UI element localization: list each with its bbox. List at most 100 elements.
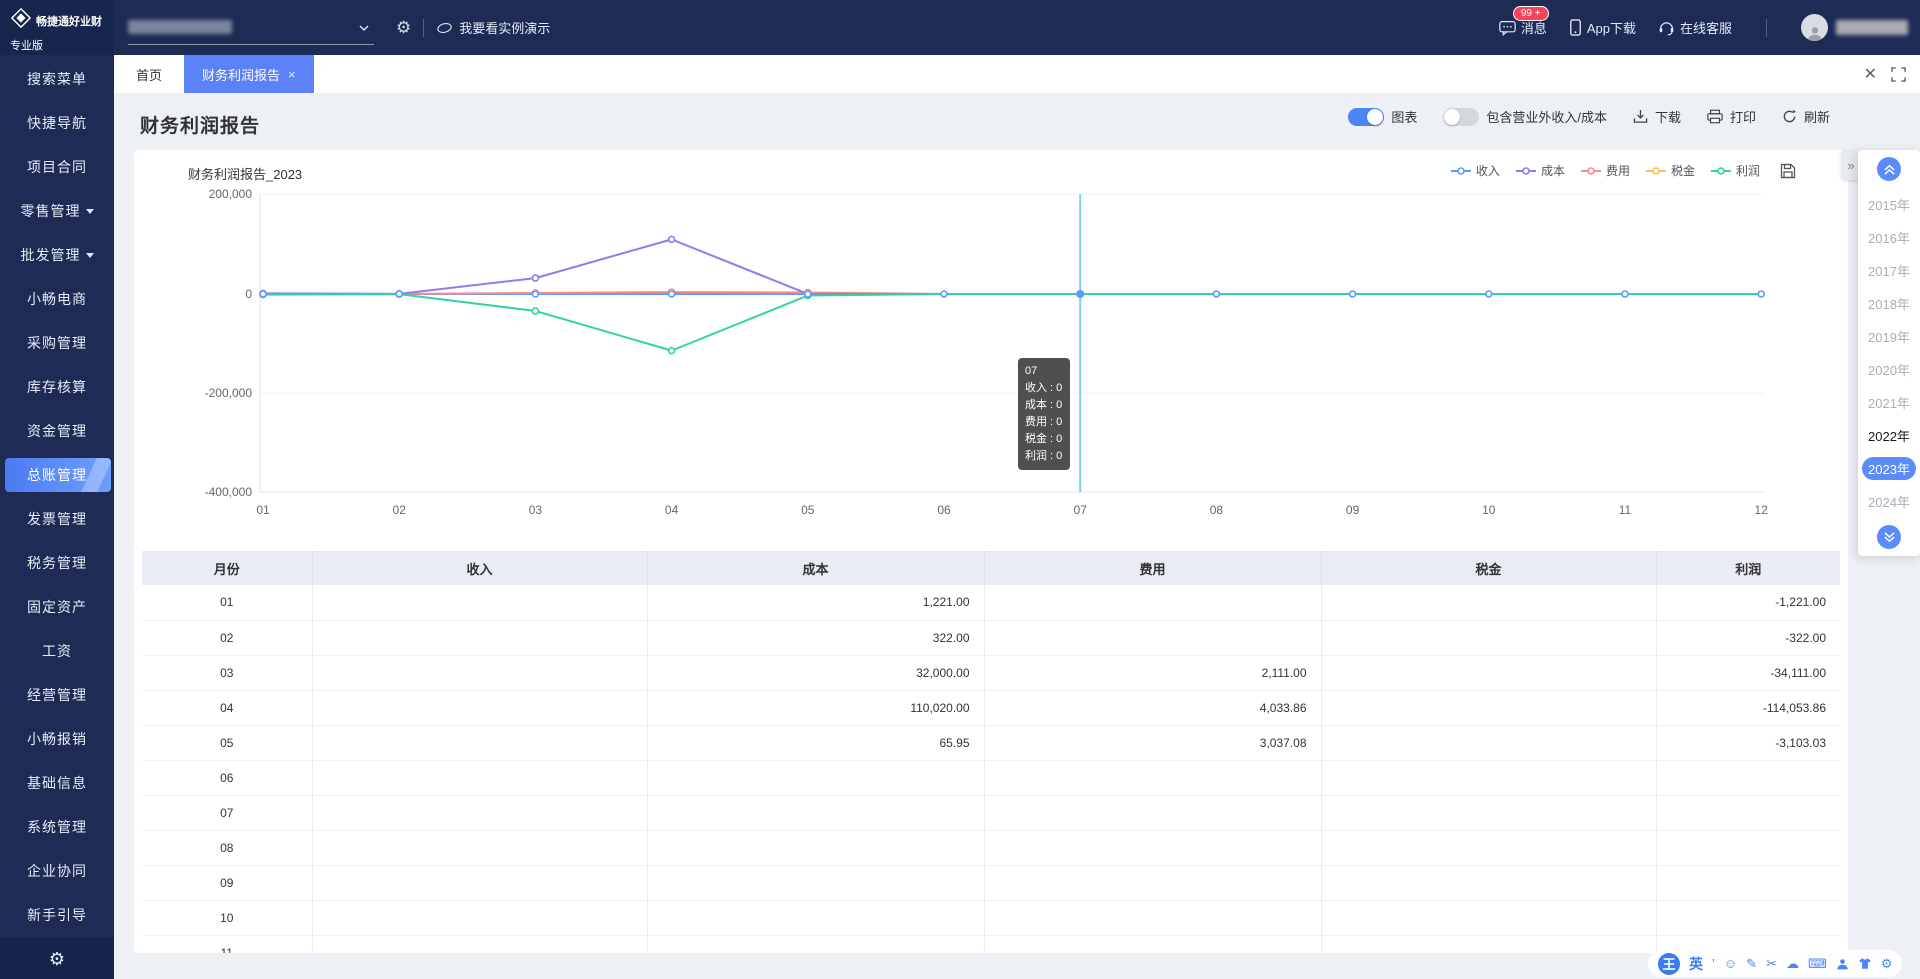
table-row-09[interactable]: 09 — [142, 865, 1840, 901]
ime-language-mode[interactable]: 英 — [1689, 955, 1703, 972]
svg-text:10: 10 — [1482, 503, 1496, 517]
sidebar-item-8[interactable]: 资金管理 — [0, 409, 114, 453]
sidebar-item-18[interactable]: 企业协同 — [0, 849, 114, 893]
ime-logo[interactable]: 王 — [1658, 952, 1680, 975]
legend-item-0[interactable]: 收入 — [1450, 162, 1500, 179]
ime-clipboard-scissors-icon[interactable]: ✂ — [1766, 955, 1777, 971]
table-row-07[interactable]: 07 — [142, 795, 1840, 831]
year-item-2018[interactable]: 2018年 — [1858, 288, 1920, 318]
legend-item-1[interactable]: 成本 — [1515, 162, 1565, 179]
ime-settings-icon[interactable]: ⚙ — [1880, 955, 1893, 971]
sidebar-item-17[interactable]: 系统管理 — [0, 805, 114, 849]
sidebar-item-3[interactable]: 零售管理 — [0, 189, 114, 233]
include-nonoperating-switch[interactable] — [1443, 107, 1480, 126]
company-name-redacted — [128, 20, 232, 34]
year-item-2024[interactable]: 2024年 — [1858, 487, 1920, 517]
table-row-08[interactable]: 08 — [142, 830, 1840, 866]
sidebar-settings-icon[interactable]: ⚙ — [48, 948, 66, 969]
sidebar-item-5[interactable]: 小畅电商 — [0, 277, 114, 321]
sidebar-item-label: 小畅电商 — [27, 291, 87, 307]
sidebar-item-11[interactable]: 税务管理 — [0, 541, 114, 585]
svg-text:-400,000: -400,000 — [205, 485, 253, 499]
legend-item-3[interactable]: 税金 — [1645, 162, 1695, 179]
cell-profit — [1656, 865, 1840, 901]
table-row-11[interactable]: 11 — [142, 935, 1840, 953]
year-panel-collapse-button[interactable]: » — [1841, 150, 1861, 180]
close-all-tabs-icon[interactable]: ✕ — [1863, 66, 1877, 83]
sidebar-item-16[interactable]: 基础信息 — [0, 761, 114, 805]
cell-month: 10 — [142, 900, 313, 936]
sidebar-item-9[interactable]: 总账管理 — [0, 453, 114, 497]
ime-keyboard-icon[interactable]: ⌨ — [1807, 955, 1827, 971]
include-nonoperating-toggle[interactable]: 包含营业外收入/成本 — [1443, 107, 1607, 126]
table-row-04[interactable]: 04 110,020.00 4,033.86 -114,053.86 — [142, 690, 1840, 726]
cell-profit: -322.00 — [1656, 620, 1840, 656]
sidebar-item-7[interactable]: 库存核算 — [0, 365, 114, 409]
fullscreen-icon[interactable] — [1891, 66, 1906, 82]
sidebar-item-13[interactable]: 工资 — [0, 629, 114, 673]
table-row-03[interactable]: 03 32,000.00 2,111.00 -34,111.00 — [142, 655, 1840, 691]
app-download-button[interactable]: App下载 — [1569, 18, 1636, 37]
sidebar-menu: 搜索菜单 快捷导航 项目合同 零售管理 批发管理小畅电商采购管理 库存核算 资金管理 总账管理… — [0, 55, 114, 937]
sidebar-item-12[interactable]: 固定资产 — [0, 585, 114, 629]
messages-button[interactable]: 99 + 消息 — [1499, 6, 1549, 37]
table-row-10[interactable]: 10 — [142, 900, 1840, 936]
ime-cloud-icon[interactable]: ☁ — [1785, 955, 1799, 971]
ime-emoji-icon[interactable]: ☺ — [1723, 956, 1738, 971]
legend-item-4[interactable]: 利润 — [1710, 162, 1760, 179]
year-item-2017[interactable]: 2017年 — [1858, 255, 1920, 285]
year-item-2016[interactable]: 2016年 — [1858, 222, 1920, 252]
sidebar-item-1[interactable]: 快捷导航 — [0, 101, 114, 145]
sidebar-item-0[interactable]: 搜索菜单 — [0, 57, 114, 101]
year-item-2020[interactable]: 2020年 — [1858, 355, 1920, 385]
tab-home[interactable]: 首页 — [114, 55, 184, 93]
print-button[interactable]: 打印 — [1707, 107, 1756, 126]
company-selector[interactable] — [128, 11, 374, 45]
table-row-01[interactable]: 01 1,221.00 -1,221.00 — [142, 585, 1840, 621]
sidebar-item-19[interactable]: 新手引导 — [0, 893, 114, 937]
tooltip-line: 费用 : 0 — [1025, 416, 1063, 428]
ime-account-icon[interactable] — [1836, 957, 1849, 970]
ime-skin-icon[interactable] — [1858, 957, 1872, 970]
svg-text:01: 01 — [256, 503, 270, 517]
ime-handwriting-icon[interactable]: ✎ — [1746, 955, 1758, 971]
year-item-2022[interactable]: 2022年 — [1858, 421, 1920, 451]
headset-icon — [1659, 21, 1674, 35]
year-item-2015[interactable]: 2015年 — [1858, 189, 1920, 219]
legend-marker-icon — [1645, 166, 1666, 175]
chart-toggle[interactable]: 图表 — [1348, 107, 1417, 126]
scroll-years-up-button[interactable] — [1877, 157, 1901, 181]
settings-gear-icon[interactable]: ⚙ — [396, 17, 412, 37]
ime-punctuation-icon[interactable]: ’ — [1712, 956, 1715, 971]
cell-tax — [1321, 900, 1657, 936]
legend-item-2[interactable]: 费用 — [1580, 162, 1630, 179]
sidebar-item-4[interactable]: 批发管理 — [0, 233, 114, 277]
support-button[interactable]: 在线客服 — [1658, 18, 1732, 37]
cell-income — [312, 865, 648, 901]
sidebar-item-15[interactable]: 小畅报销 — [0, 717, 114, 761]
save-chart-icon[interactable] — [1780, 163, 1796, 179]
year-item-2021[interactable]: 2021年 — [1858, 388, 1920, 418]
demo-link[interactable]: 我要看实例演示 — [436, 18, 550, 37]
user-menu[interactable] — [1801, 14, 1908, 41]
chart-toggle-switch[interactable] — [1348, 107, 1385, 126]
refresh-button[interactable]: 刷新 — [1782, 107, 1830, 126]
column-header-1: 收入 — [312, 551, 648, 585]
demo-label: 我要看实例演示 — [459, 21, 551, 36]
chart-legend: 收入 成本 费用 税金 利润 — [1450, 162, 1796, 179]
table-row-06[interactable]: 06 — [142, 760, 1840, 796]
table-row-02[interactable]: 02 322.00 -322.00 — [142, 620, 1840, 656]
sidebar-item-10[interactable]: 发票管理 — [0, 497, 114, 541]
table-row-05[interactable]: 05 65.95 3,037.08 -3,103.03 — [142, 725, 1840, 761]
tab-financial-profit-report[interactable]: 财务利润报告 × — [184, 55, 314, 93]
scroll-years-down-button[interactable] — [1877, 525, 1901, 549]
sidebar-item-6[interactable]: 采购管理 — [0, 321, 114, 365]
tab-close-icon[interactable]: × — [288, 66, 296, 82]
year-item-2019[interactable]: 2019年 — [1858, 321, 1920, 351]
sidebar-item-label: 经营管理 — [27, 687, 87, 703]
sidebar-item-14[interactable]: 经营管理 — [0, 673, 114, 717]
sidebar-item-2[interactable]: 项目合同 — [0, 145, 114, 189]
download-button[interactable]: 下载 — [1633, 107, 1681, 126]
year-item-2023[interactable]: 2023年 — [1858, 454, 1920, 484]
